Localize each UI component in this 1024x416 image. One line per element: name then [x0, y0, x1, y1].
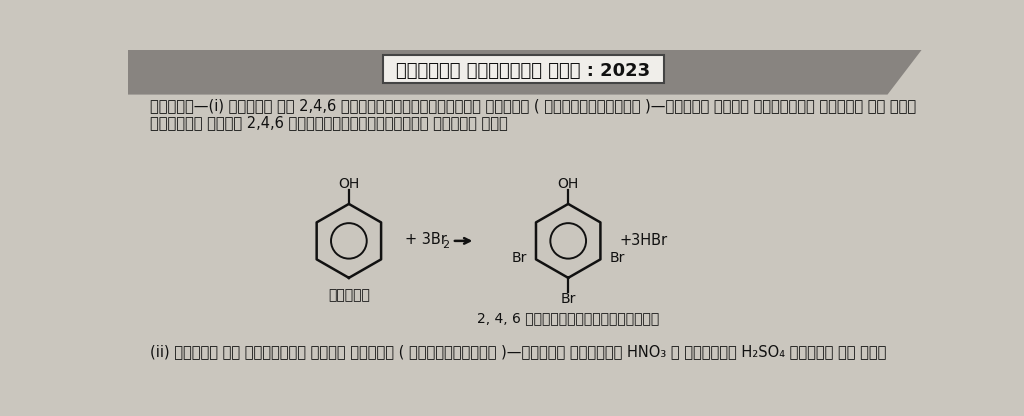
Text: प्रबोध परीक्षा बोध : 2023: प्रबोध परीक्षा बोध : 2023 [396, 62, 650, 80]
Text: + 3Br: + 3Br [406, 232, 447, 247]
Text: (ii) फीनॉल से पिक्रिक अम्ल बनाना ( नाइट्रीकरण )—फीनॉल सांद्र HNO₃ व सांद्र H₂SO₄: (ii) फीनॉल से पिक्रिक अम्ल बनाना ( नाइट्… [150, 344, 886, 359]
FancyBboxPatch shape [383, 55, 664, 83]
Polygon shape [128, 92, 922, 370]
Text: 2: 2 [442, 240, 449, 250]
Text: Br: Br [560, 292, 575, 307]
Text: OH: OH [558, 177, 579, 191]
Text: क्रिया करके 2,4,6 ट्राइब्रोमोफीनॉल बनाता है।: क्रिया करके 2,4,6 ट्राइब्रोमोफीनॉल बनाता… [150, 115, 508, 130]
Text: उत्तर—(i) फीनॉल से 2,4,6 ट्राइब्रोमोफिनॉल बनाना ( ब्रोमीनीकरण )—फीनॉल जलीय ब्रोम: उत्तर—(i) फीनॉल से 2,4,6 ट्राइब्रोमोफिनॉ… [150, 98, 915, 113]
Text: Br: Br [511, 251, 526, 265]
Text: Br: Br [609, 251, 626, 265]
Text: OH: OH [338, 177, 359, 191]
Text: +3HBr: +3HBr [620, 233, 668, 248]
Text: फीनॉल: फीनॉल [328, 288, 370, 302]
Polygon shape [128, 50, 922, 94]
Text: 2, 4, 6 ट्राइब्रोमोफीनॉल: 2, 4, 6 ट्राइब्रोमोफीनॉल [477, 311, 659, 325]
